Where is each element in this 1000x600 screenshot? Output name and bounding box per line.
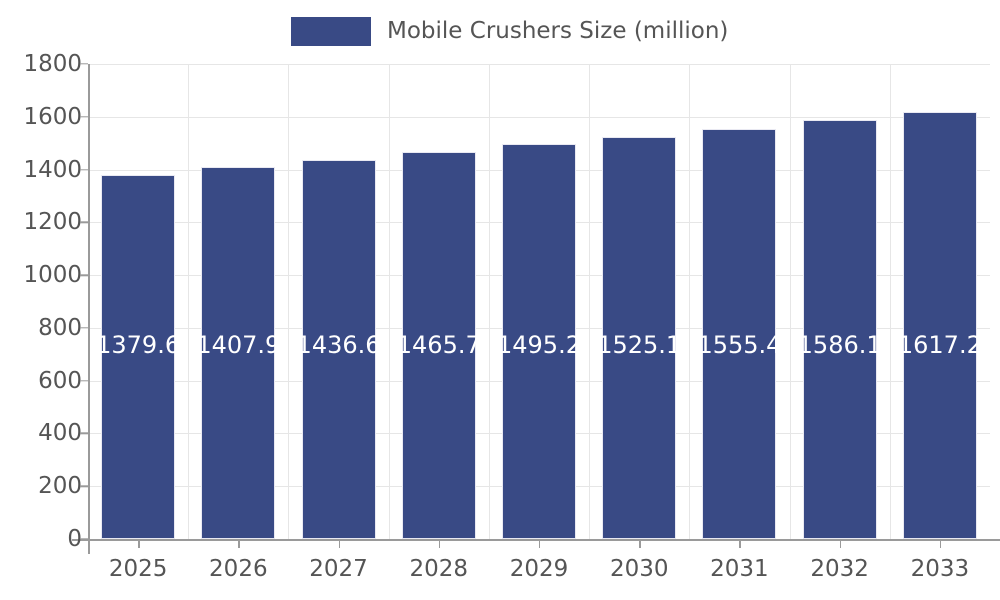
gridline-vertical xyxy=(188,64,190,539)
bar xyxy=(101,174,176,539)
y-axis-tick-label: 1000 xyxy=(23,262,82,289)
bar xyxy=(702,128,777,539)
legend-color-swatch xyxy=(291,16,371,46)
gridline-vertical xyxy=(589,64,591,539)
y-axis-tick-mark xyxy=(80,168,88,171)
y-axis-tick-label: 400 xyxy=(38,420,82,447)
x-axis-tick-label: 2029 xyxy=(509,556,569,582)
bar xyxy=(401,152,476,539)
y-axis-tick-mark xyxy=(80,116,88,118)
gridline-vertical xyxy=(288,64,290,539)
y-axis-tick-label: 1600 xyxy=(23,103,82,130)
gridline-vertical xyxy=(789,64,791,539)
bar xyxy=(902,112,977,539)
y-axis-tick-mark xyxy=(80,432,88,435)
bar xyxy=(201,167,276,539)
y-axis-tick-mark xyxy=(80,379,88,382)
y-axis-tick-mark xyxy=(80,221,88,224)
x-axis-tick-label: 2033 xyxy=(910,556,970,582)
gridline-horizontal xyxy=(88,116,990,118)
x-axis-tick-label: 2027 xyxy=(309,556,368,582)
gridline-vertical xyxy=(388,64,390,539)
bar xyxy=(802,120,877,539)
plot-area xyxy=(88,64,990,540)
chart-legend: Mobile Crushers Size (million) xyxy=(291,16,728,46)
x-axis-tick-label: 2025 xyxy=(108,556,168,582)
y-axis-tick-label: 600 xyxy=(38,367,82,394)
gridline-vertical xyxy=(689,64,691,539)
x-axis-tick-label: 2031 xyxy=(710,556,769,582)
y-axis-tick-mark xyxy=(80,485,88,487)
gridline-vertical xyxy=(488,64,490,539)
x-axis-line xyxy=(72,539,1000,541)
y-axis-tick-label: 1200 xyxy=(23,209,82,236)
gridline-horizontal xyxy=(88,64,990,65)
x-axis-tick-label: 2026 xyxy=(209,556,268,582)
y-axis-tick-mark xyxy=(80,327,88,329)
y-axis-tick-label: 800 xyxy=(38,314,82,341)
x-axis-tick-label: 2032 xyxy=(810,556,869,582)
x-axis-tick-label: 2030 xyxy=(609,556,669,582)
y-axis-line xyxy=(88,64,90,554)
y-axis-tick-label: 200 xyxy=(38,473,82,500)
bar xyxy=(301,159,376,539)
x-axis-tick-label: 2028 xyxy=(409,556,469,582)
y-axis-tick-mark xyxy=(80,63,88,65)
bar xyxy=(502,144,576,539)
y-axis-tick-label: 1400 xyxy=(23,156,82,183)
legend-label: Mobile Crushers Size (million) xyxy=(387,17,729,44)
bar xyxy=(602,136,677,539)
y-axis-tick-label: 1800 xyxy=(23,51,82,77)
gridline-vertical xyxy=(889,64,891,539)
y-axis-tick-mark xyxy=(80,274,88,276)
